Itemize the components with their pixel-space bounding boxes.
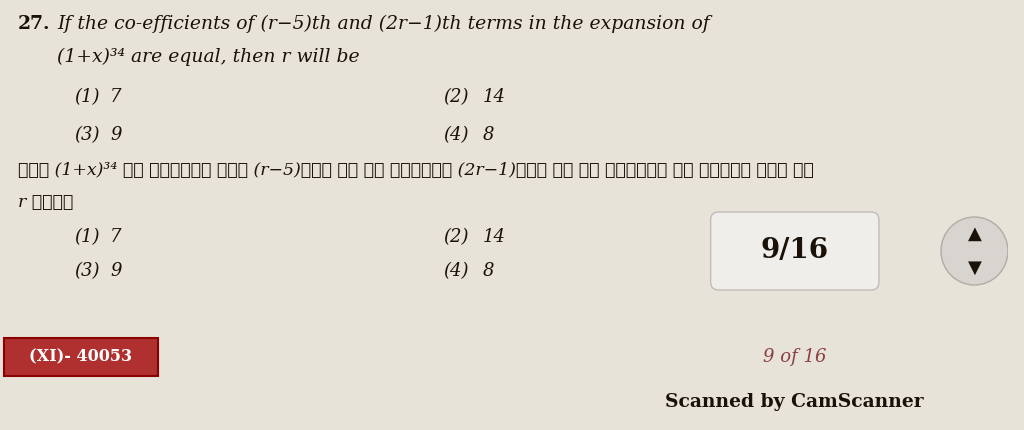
Text: 7: 7 [111,88,122,106]
Text: 27.: 27. [17,15,50,33]
Text: 8: 8 [482,126,494,144]
Text: (3): (3) [74,126,99,144]
Text: ▼: ▼ [968,259,981,277]
Text: ▲: ▲ [968,225,981,243]
Text: (2): (2) [443,228,468,246]
Text: 14: 14 [482,228,505,246]
Text: (2): (2) [443,88,468,106]
Text: (1+x)³⁴ are equal, then r will be: (1+x)³⁴ are equal, then r will be [57,48,359,66]
Circle shape [941,217,1008,285]
Text: 9: 9 [111,126,122,144]
Text: 14: 14 [482,88,505,106]
Text: Scanned by CamScanner: Scanned by CamScanner [665,393,924,411]
Text: r होगा: r होगा [17,194,73,211]
Text: (4): (4) [443,126,468,144]
Text: 9/16: 9/16 [760,237,828,264]
Text: (3): (3) [74,262,99,280]
Text: (1): (1) [74,228,99,246]
Text: 8: 8 [482,262,494,280]
FancyBboxPatch shape [711,212,879,290]
Text: 9 of 16: 9 of 16 [763,348,826,366]
Text: 9: 9 [111,262,122,280]
FancyBboxPatch shape [4,338,159,376]
Text: (XI)- 40053: (XI)- 40053 [30,348,132,366]
Text: यदि (1+x)³⁴ के प्रसार में (r−5)वें पद के गुणांक (2r−1)वें पद के गुणांक के बराबर : यदि (1+x)³⁴ के प्रसार में (r−5)वें पद के… [17,162,813,179]
Text: 7: 7 [111,228,122,246]
Text: (4): (4) [443,262,468,280]
Text: (1): (1) [74,88,99,106]
Text: If the co-efficients of (r−5)th and (2r−1)th terms in the expansion of: If the co-efficients of (r−5)th and (2r−… [57,15,710,33]
